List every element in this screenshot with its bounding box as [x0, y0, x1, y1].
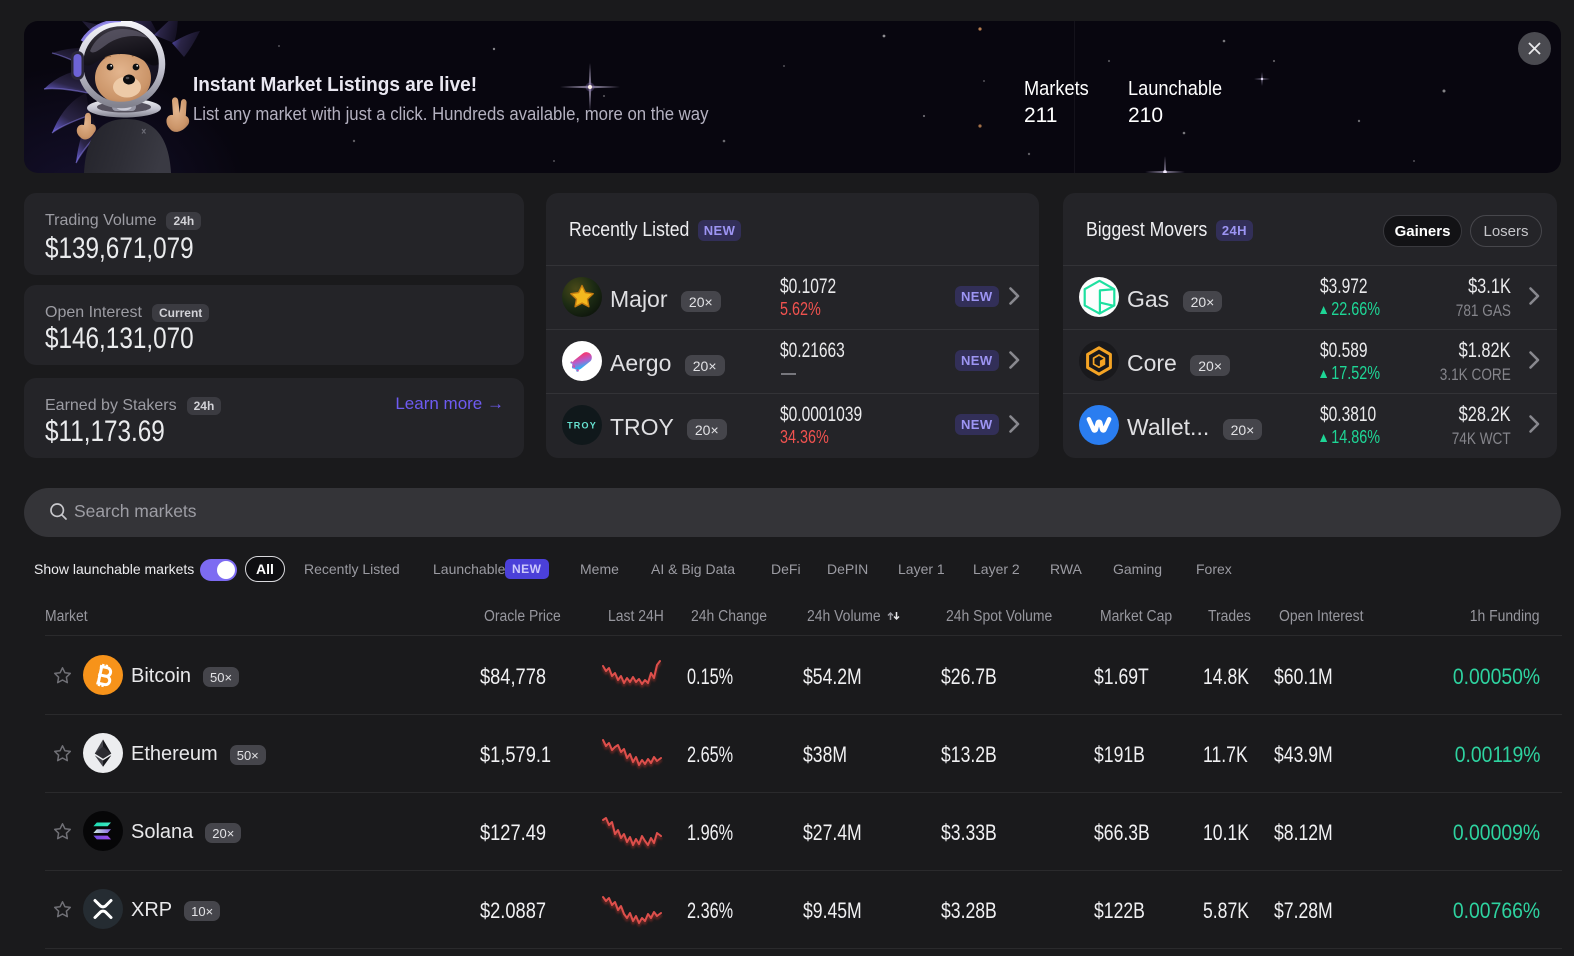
svg-text:TROY: TROY: [567, 421, 597, 431]
